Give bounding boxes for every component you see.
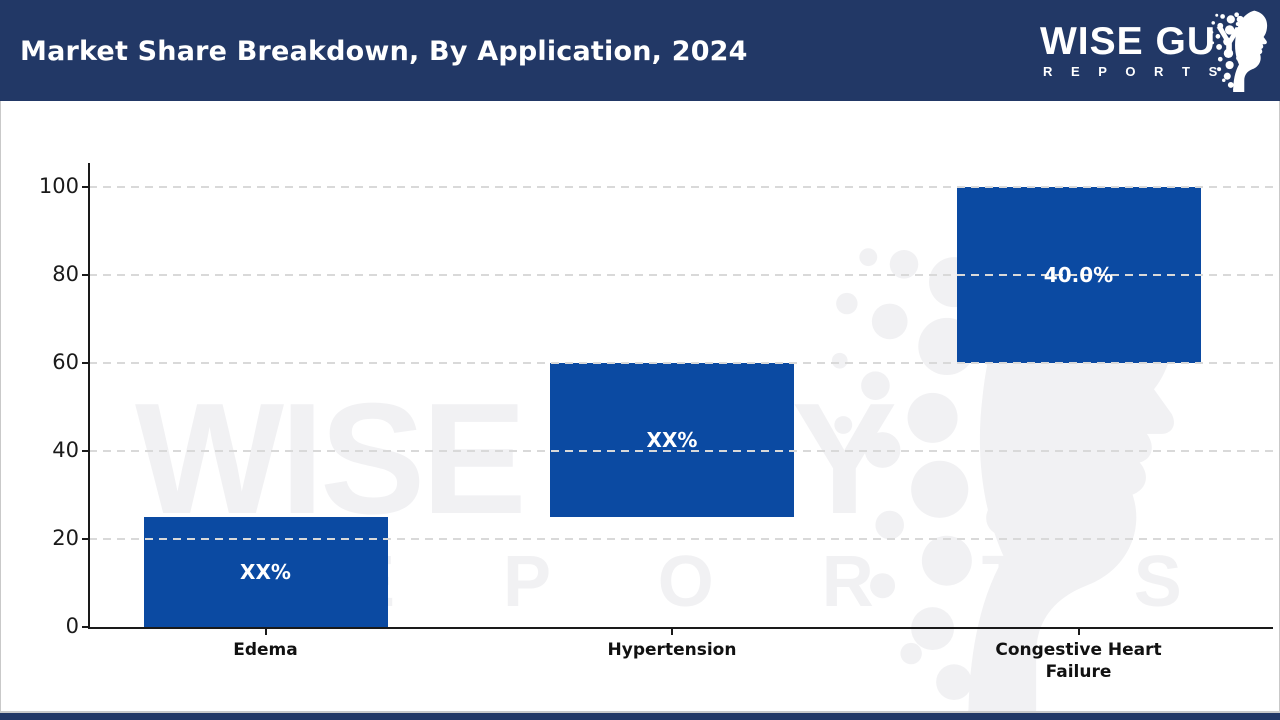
gridline-y80 bbox=[89, 274, 1274, 276]
x-axis-tick bbox=[264, 629, 267, 635]
y-axis-tick-label: 100 bbox=[38, 174, 79, 198]
x-axis-tick bbox=[1077, 629, 1080, 635]
wise-guy-logo-text: WISE GUY R E P O R T S bbox=[1040, 22, 1243, 79]
gridline-y20 bbox=[89, 538, 1274, 540]
y-axis-tick-label: 20 bbox=[52, 526, 79, 550]
gridline-y100 bbox=[89, 186, 1274, 188]
bar-value-label: XX% bbox=[646, 428, 698, 452]
x-axis-tick bbox=[671, 629, 673, 635]
header-bar: Market Share Breakdown, By Application, … bbox=[0, 0, 1280, 101]
y-axis-tick bbox=[82, 362, 88, 364]
y-axis-tick bbox=[82, 538, 88, 540]
logo-wordmark: WISE GUY bbox=[1040, 20, 1244, 63]
x-axis-line bbox=[88, 627, 1273, 629]
y-axis-tick-label: 60 bbox=[52, 350, 79, 374]
page-title: Market Share Breakdown, By Application, … bbox=[20, 36, 748, 67]
logo-subtitle: R E P O R T S bbox=[1043, 64, 1225, 79]
y-axis-line bbox=[88, 163, 90, 629]
x-axis-category-label: Congestive Heart Failure bbox=[995, 640, 1162, 683]
footer-bar bbox=[0, 713, 1280, 720]
bar-value-label: 40.0% bbox=[1043, 263, 1114, 287]
bar-hypertension bbox=[550, 363, 794, 517]
y-axis-tick bbox=[82, 186, 88, 188]
bar-value-label: XX% bbox=[240, 560, 291, 584]
y-axis-tick-label: 80 bbox=[52, 262, 79, 286]
gridline-y60 bbox=[89, 362, 1274, 364]
y-axis-tick-label: 40 bbox=[52, 438, 79, 462]
y-axis-tick bbox=[82, 626, 88, 628]
wise-guy-logo: WISE GUY R E P O R T S bbox=[1022, 6, 1272, 96]
y-axis-tick bbox=[82, 274, 88, 276]
x-axis-category-label: Hypertension bbox=[607, 640, 737, 660]
chart-plot-area: WISE GUY R E P O R T S XX% XX% 40.0% 0 20 40 6… bbox=[0, 101, 1280, 713]
dotted-face-icon bbox=[1208, 10, 1270, 92]
gridline-y40 bbox=[89, 450, 1274, 452]
y-axis-tick bbox=[82, 450, 88, 452]
y-axis-tick-label: 0 bbox=[65, 614, 79, 638]
x-axis-category-label: Edema bbox=[233, 640, 298, 660]
bar-edema bbox=[143, 517, 388, 627]
